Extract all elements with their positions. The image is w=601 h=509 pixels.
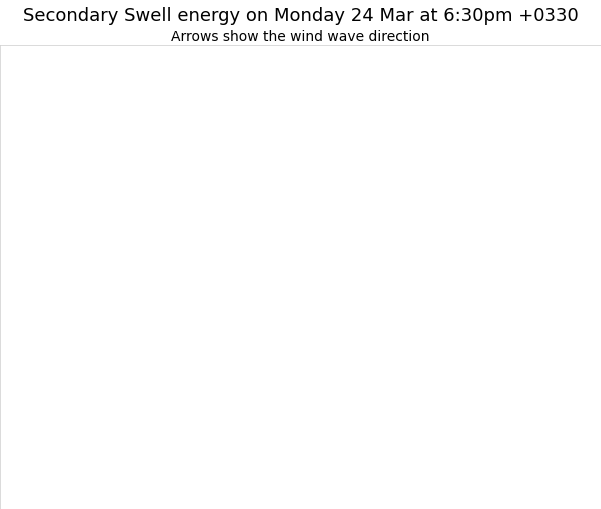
- Text: Map of Iran Region
(cartopy not available): Map of Iran Region (cartopy not availabl…: [206, 258, 395, 297]
- Text: Secondary Swell energy on Monday 24 Mar at 6:30pm +0330: Secondary Swell energy on Monday 24 Mar …: [23, 7, 578, 25]
- Text: Arrows show the wind wave direction: Arrows show the wind wave direction: [171, 30, 430, 44]
